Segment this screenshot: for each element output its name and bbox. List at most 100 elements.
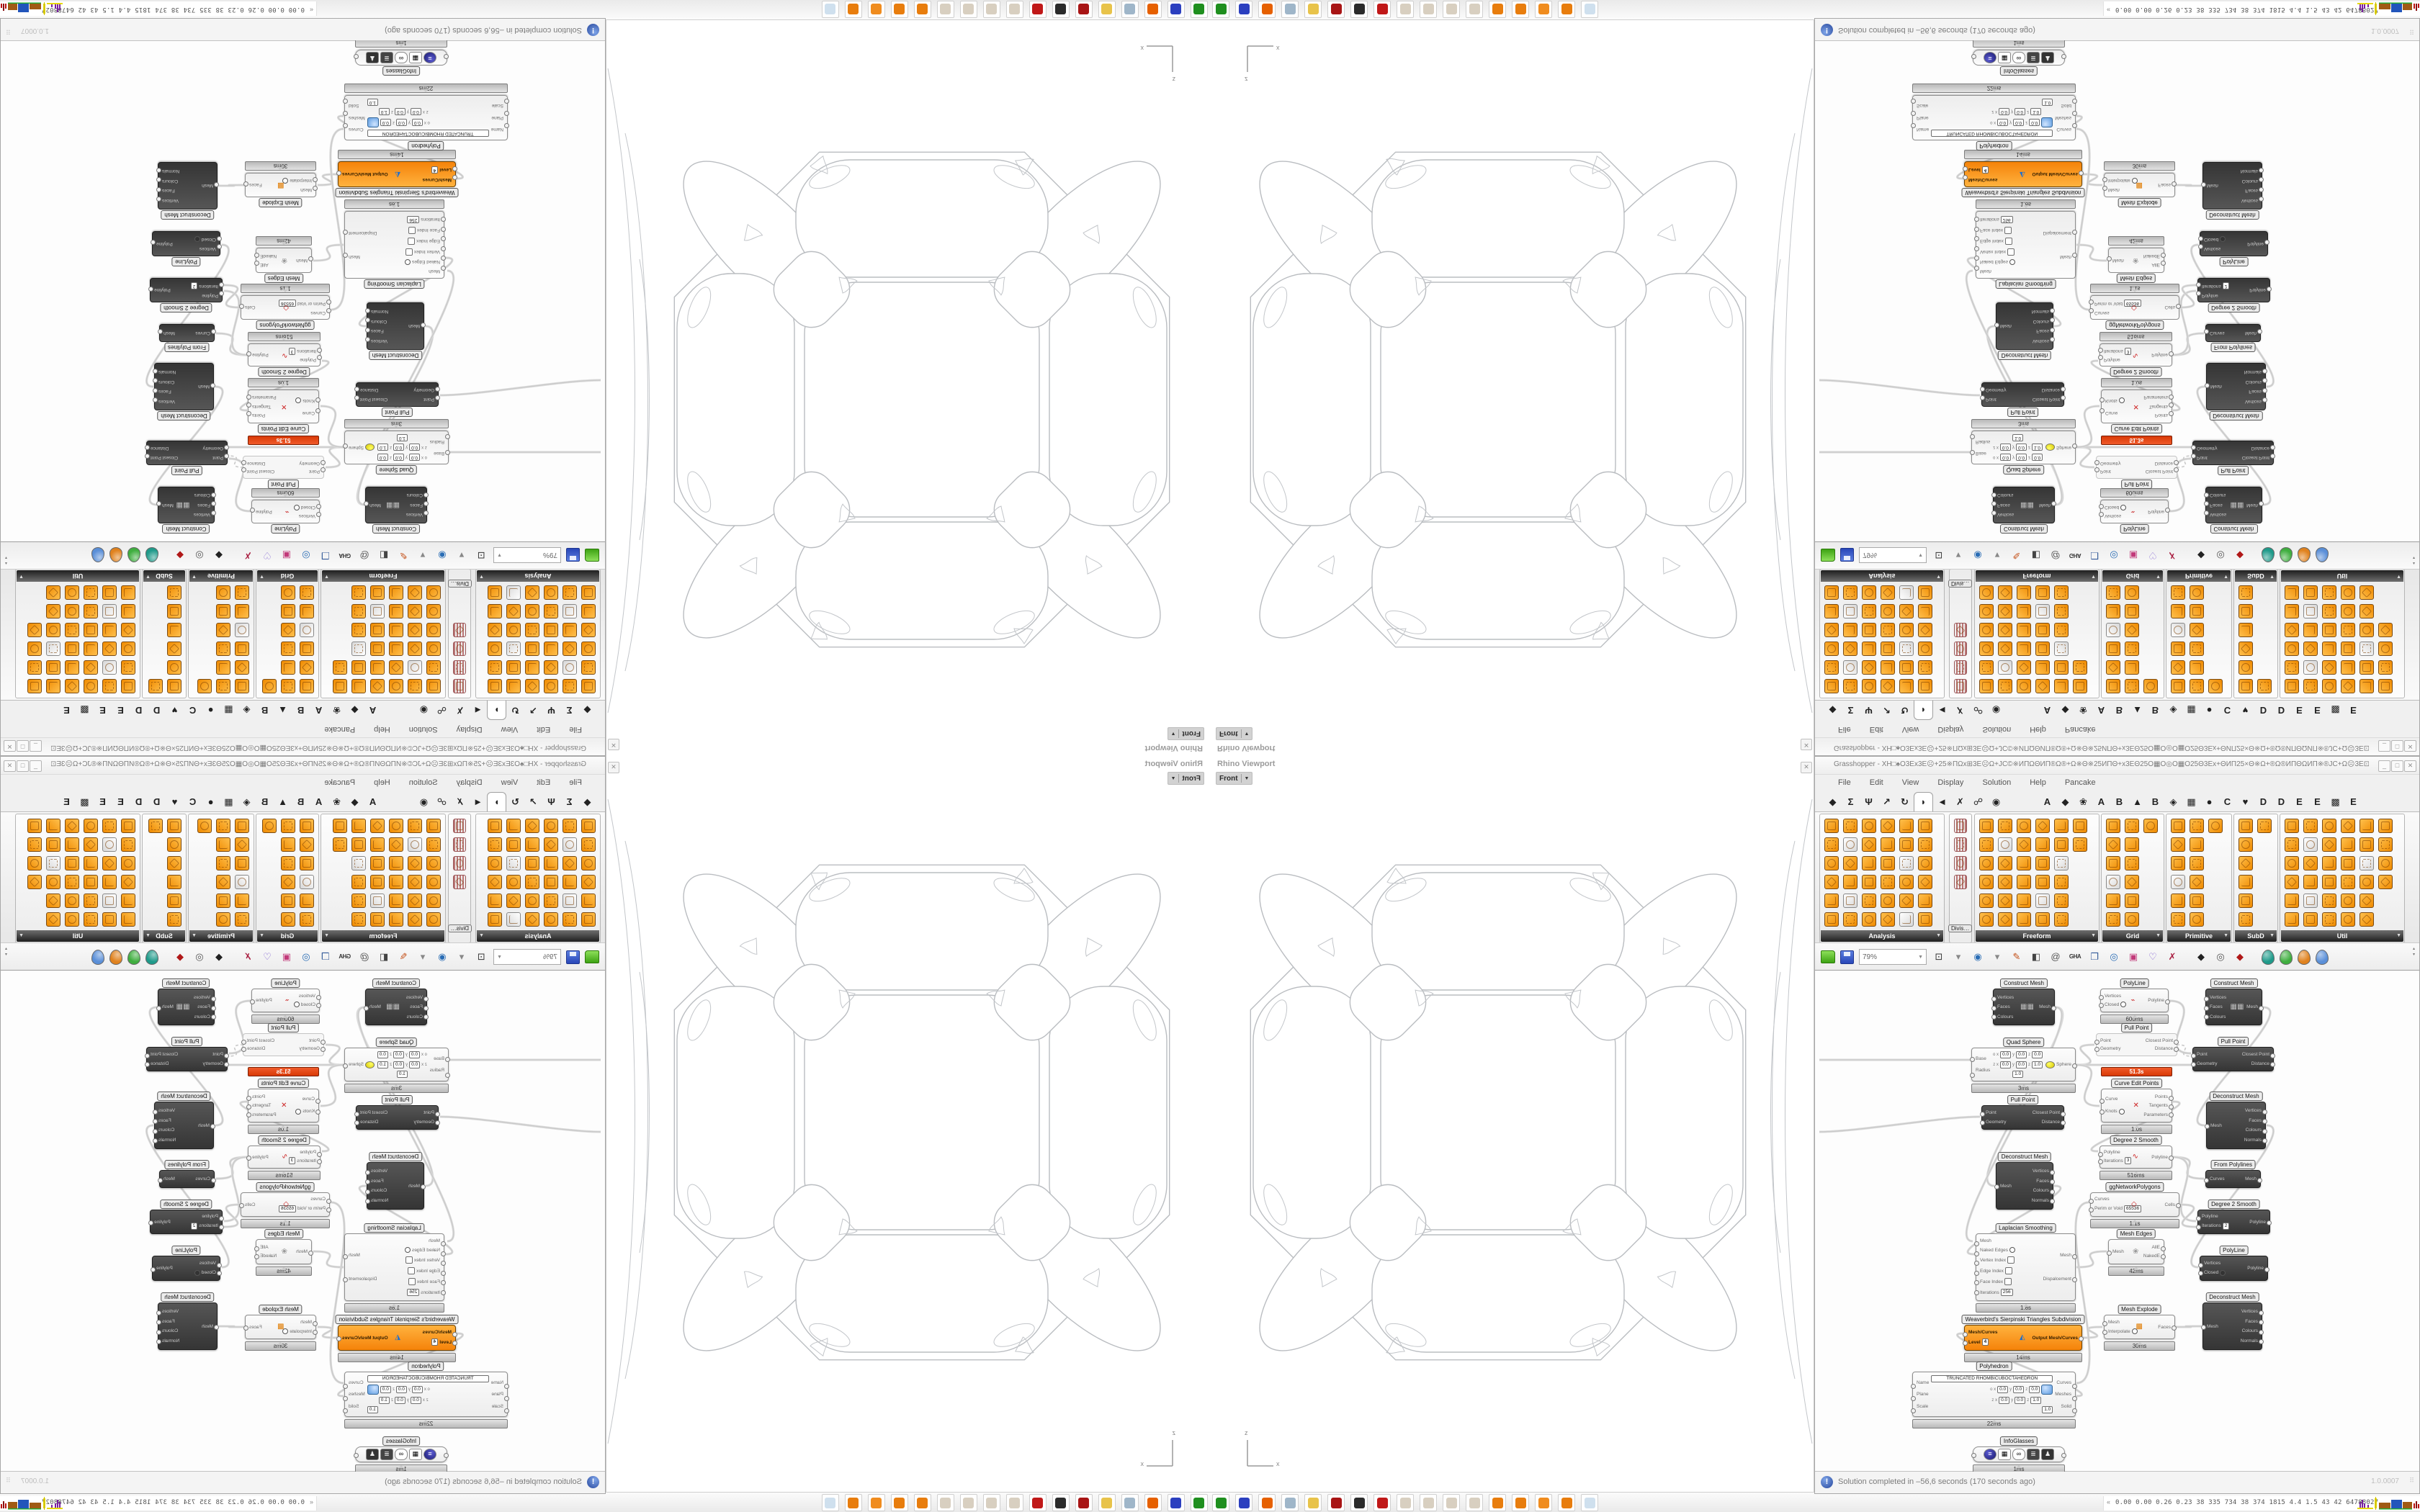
port-grip[interactable] bbox=[241, 459, 246, 465]
gem-red-icon[interactable]: ◆ bbox=[2236, 550, 2244, 561]
port-grip[interactable] bbox=[2050, 1179, 2055, 1185]
component-icon[interactable] bbox=[1862, 875, 1876, 889]
component-icon[interactable] bbox=[1954, 623, 1967, 637]
input-port[interactable]: Iterations 3 bbox=[288, 347, 316, 355]
input-port[interactable]: Curves bbox=[195, 330, 210, 336]
input-port[interactable]: Closed bbox=[194, 1269, 216, 1276]
component-icon[interactable] bbox=[370, 642, 385, 656]
port-grip[interactable] bbox=[254, 252, 259, 258]
lightbulb-icon[interactable]: ♡ bbox=[2148, 550, 2157, 561]
tab-category-11[interactable]: A bbox=[369, 796, 377, 807]
component-icon[interactable] bbox=[453, 623, 466, 637]
component-icon[interactable] bbox=[506, 912, 521, 927]
gh-node-pull-point[interactable]: Point Geometry Closest Point Distance bbox=[2094, 1033, 2179, 1056]
component-icon[interactable] bbox=[525, 819, 539, 833]
component-icon[interactable] bbox=[235, 623, 249, 637]
port-grip[interactable] bbox=[1994, 1184, 1999, 1189]
component-icon[interactable] bbox=[453, 837, 466, 852]
component-icon[interactable] bbox=[1824, 819, 1839, 833]
scale-value-box[interactable]: 1.0 bbox=[2042, 99, 2053, 106]
value-box[interactable] bbox=[2004, 238, 2012, 245]
output-port[interactable]: Polyline bbox=[2247, 1266, 2264, 1271]
port-grip[interactable] bbox=[315, 1098, 321, 1104]
component-icon[interactable] bbox=[1979, 837, 1994, 852]
input-port[interactable]: Level 4 bbox=[1968, 1338, 1989, 1346]
tab-category-26[interactable]: E bbox=[99, 705, 106, 716]
port-grip[interactable] bbox=[156, 1329, 161, 1335]
gh-node-construct-mesh[interactable]: Vertices Faces Colours Mesh ▦▦ bbox=[156, 487, 216, 523]
output-port[interactable]: Parameters bbox=[252, 395, 277, 400]
component-icon[interactable] bbox=[2035, 660, 2050, 675]
tab-category-4[interactable]: ↻ bbox=[511, 796, 519, 807]
value-box[interactable]: 0.0 bbox=[1997, 1386, 2009, 1393]
component-icon[interactable] bbox=[2322, 819, 2336, 833]
value-box[interactable]: 0.0 bbox=[2015, 1061, 2027, 1068]
component-icon[interactable] bbox=[453, 679, 466, 693]
component-icon[interactable] bbox=[84, 642, 98, 656]
component-icon[interactable] bbox=[2322, 837, 2336, 852]
component-icon[interactable] bbox=[167, 894, 182, 908]
input-port[interactable]: Face Index bbox=[408, 227, 440, 234]
component-icon[interactable] bbox=[544, 679, 558, 693]
port-grip[interactable] bbox=[224, 1061, 229, 1067]
port-grip[interactable] bbox=[444, 1453, 449, 1458]
taskbar-icon-console-app[interactable] bbox=[1191, 1494, 1208, 1511]
input-port[interactable]: Vertices bbox=[2210, 513, 2226, 518]
component-icon[interactable] bbox=[2238, 604, 2253, 618]
port-grip[interactable] bbox=[224, 453, 229, 459]
component-icon[interactable] bbox=[2054, 642, 2069, 656]
component-icon[interactable] bbox=[1862, 585, 1876, 600]
tab-category-9[interactable]: ◉ bbox=[419, 796, 429, 807]
cluster-diamond-icon[interactable]: ◆ bbox=[215, 951, 223, 962]
port-grip[interactable] bbox=[365, 1198, 370, 1204]
component-icon[interactable] bbox=[525, 894, 539, 908]
output-port[interactable]: Mesh bbox=[163, 1176, 175, 1182]
component-icon[interactable] bbox=[65, 912, 79, 927]
menu-item-edit[interactable]: Edit bbox=[1869, 778, 1883, 787]
port-grip[interactable] bbox=[343, 1063, 348, 1068]
component-icon[interactable] bbox=[2360, 912, 2374, 927]
component-icon[interactable] bbox=[2285, 894, 2299, 908]
component-icon[interactable] bbox=[167, 837, 182, 852]
component-icon[interactable] bbox=[506, 642, 521, 656]
input-port[interactable]: Faces bbox=[197, 1004, 210, 1009]
port-grip[interactable] bbox=[2099, 504, 2104, 509]
component-icon[interactable] bbox=[563, 837, 577, 852]
resize-grip[interactable]: ⠿ bbox=[2409, 1477, 2415, 1484]
port-grip[interactable] bbox=[317, 1151, 322, 1157]
output-port[interactable]: Faces bbox=[2036, 328, 2049, 333]
component-icon[interactable] bbox=[2017, 642, 2031, 656]
output-port[interactable]: Dispalcement bbox=[349, 1277, 377, 1282]
output-port[interactable]: Parameters bbox=[2143, 395, 2168, 400]
output-port[interactable]: Polyline bbox=[2151, 353, 2168, 358]
component-icon[interactable] bbox=[1979, 819, 1994, 833]
port-grip[interactable] bbox=[254, 1246, 259, 1251]
component-icon[interactable] bbox=[408, 875, 422, 889]
menu-item-pancake[interactable]: Pancake bbox=[324, 778, 356, 787]
lightbulb-icon[interactable]: ♡ bbox=[263, 550, 272, 561]
tab-category-22[interactable]: ♥ bbox=[171, 796, 178, 807]
taskbar-icon-calculator[interactable] bbox=[1121, 1494, 1139, 1511]
input-port[interactable]: Colours bbox=[2210, 493, 2226, 498]
input-port[interactable]: Point bbox=[309, 469, 320, 474]
output-port[interactable]: Tangents bbox=[2149, 404, 2168, 409]
value-box[interactable] bbox=[2004, 1267, 2012, 1274]
gh-node-deconstruct-mesh[interactable]: Mesh Vertices Faces Colours Normals bbox=[1994, 1162, 2055, 1210]
port-grip[interactable] bbox=[424, 996, 429, 1002]
output-port[interactable]: Faces bbox=[2158, 183, 2171, 188]
input-port[interactable]: Knots bbox=[2105, 1108, 2125, 1115]
component-icon[interactable] bbox=[370, 875, 385, 889]
component-icon[interactable] bbox=[333, 679, 347, 693]
component-icon[interactable] bbox=[2285, 623, 2299, 637]
output-port[interactable]: Faces bbox=[162, 188, 175, 193]
radius-value-box[interactable]: 1.0 bbox=[2012, 434, 2024, 442]
component-icon[interactable] bbox=[2322, 660, 2336, 675]
component-icon[interactable] bbox=[2017, 819, 2031, 833]
caret-icon[interactable]: ▾ bbox=[459, 550, 465, 561]
input-port[interactable]: Mesh bbox=[408, 324, 420, 329]
component-icon[interactable] bbox=[408, 642, 422, 656]
port-grip[interactable] bbox=[343, 1384, 348, 1389]
component-icon[interactable] bbox=[1998, 604, 2012, 618]
port-grip[interactable] bbox=[2262, 397, 2267, 402]
port-grip[interactable] bbox=[441, 1251, 446, 1256]
